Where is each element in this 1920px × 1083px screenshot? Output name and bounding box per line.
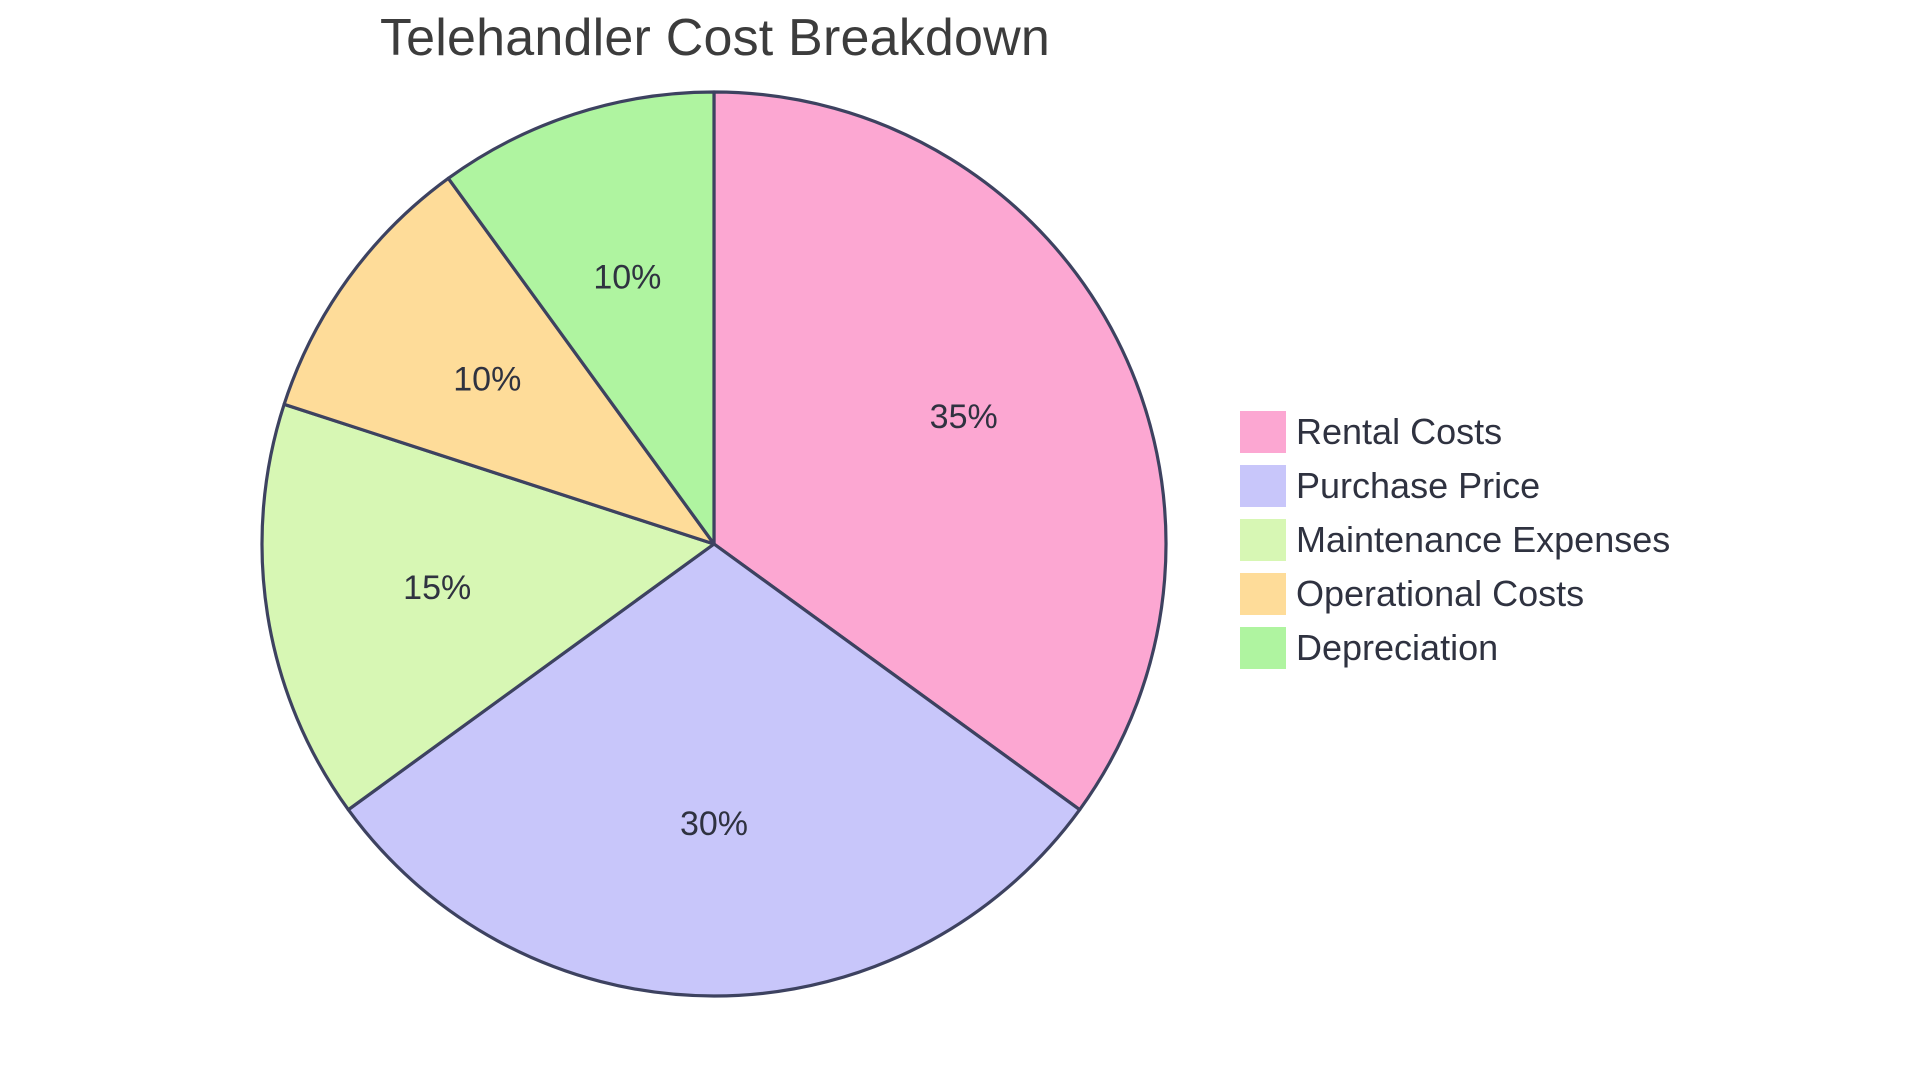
legend-color-swatch-icon: [1240, 627, 1286, 669]
legend-color-swatch-icon: [1240, 519, 1286, 561]
pie-slice-labels-group: 35% 30% 15% 10% 10%: [403, 259, 998, 844]
chart-title: Telehandler Cost Breakdown: [379, 9, 1051, 67]
pie-slice-value-label: 10%: [453, 360, 521, 398]
pie-slice-value-label: 10%: [593, 259, 661, 297]
legend-item[interactable]: Operational Costs: [1240, 567, 1670, 621]
pie-slices-group: [260, 90, 1168, 998]
legend-item[interactable]: Depreciation: [1240, 621, 1670, 675]
pie-slice[interactable]: [446, 90, 716, 546]
chart-legend: Rental Costs Purchase Price Maintenance Ex…: [1240, 405, 1670, 675]
legend-color-swatch-icon: [1240, 411, 1286, 453]
legend-item-label: Depreciation: [1296, 627, 1499, 668]
legend-item[interactable]: Rental Costs: [1240, 405, 1670, 459]
pie-slice[interactable]: [712, 90, 1168, 812]
legend-item-label: Rental Costs: [1296, 411, 1503, 452]
legend-color-swatch-icon: [1240, 465, 1286, 507]
legend-item-label: Operational Costs: [1296, 573, 1585, 614]
legend-color-swatch-icon: [1240, 573, 1286, 615]
pie-slice-value-label: 15%: [403, 569, 471, 607]
pie-slice-value-label: 35%: [930, 398, 998, 436]
legend-item[interactable]: Purchase Price: [1240, 459, 1670, 513]
pie-slice-value-label: 30%: [680, 805, 748, 843]
pie-slice[interactable]: [282, 176, 716, 546]
pie-plot-area: 35% 30% 15% 10% 10%: [254, 84, 1174, 1004]
legend-item[interactable]: Maintenance Expenses: [1240, 513, 1670, 567]
legend-item-label: Purchase Price: [1296, 465, 1541, 506]
pie-slice[interactable]: [346, 542, 1082, 998]
pie-svg: 35% 30% 15% 10% 10%: [260, 90, 1168, 998]
legend-item-label: Maintenance Expenses: [1296, 519, 1671, 560]
pie-slice[interactable]: [260, 402, 716, 812]
